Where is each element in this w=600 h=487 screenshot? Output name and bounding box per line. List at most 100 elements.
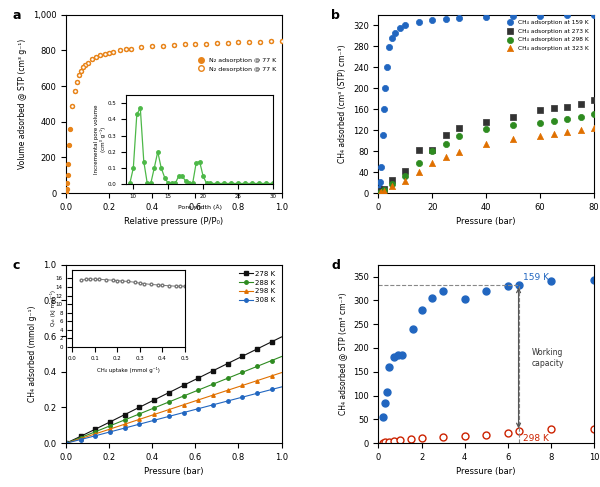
298 K [263, 375, 271, 380]
298 K [273, 371, 280, 377]
308 K [146, 419, 153, 425]
CH₄ adsorption at 298 K [508, 121, 518, 129]
CH₄ adsorption at 298 K [428, 147, 437, 155]
298 K [101, 428, 109, 433]
Line: 288 K: 288 K [64, 355, 283, 445]
298 K [116, 423, 124, 429]
298 K [160, 408, 167, 414]
CH₄ adsorption at 323 K [376, 188, 386, 196]
Legend: CH₄ adsorption at 159 K, CH₄ adsorption at 273 K, CH₄ adsorption at 298 K, CH₄ a: CH₄ adsorption at 159 K, CH₄ adsorption … [502, 18, 591, 53]
298 K [268, 373, 275, 379]
288 K [121, 417, 128, 423]
CH₄ adsorption at 298 K [387, 180, 397, 187]
308 K [234, 395, 241, 401]
288 K [278, 354, 285, 359]
298 K [131, 418, 138, 424]
308 K [97, 431, 104, 437]
CH₄ adsorption at 159 K [562, 11, 572, 19]
CH₄ adsorption at 159 K [376, 178, 385, 186]
308 K [121, 425, 128, 431]
CH₄ adsorption at 159 K [441, 15, 451, 23]
278 K [219, 363, 226, 369]
278 K [151, 397, 158, 403]
278 K [67, 438, 74, 444]
Y-axis label: CH₄ adsorbed (mmol g⁻¹): CH₄ adsorbed (mmol g⁻¹) [28, 306, 37, 402]
CH₄ adsorption at 159 K [380, 84, 390, 92]
308 K [131, 423, 138, 429]
CH₄ adsorption at 323 K [428, 159, 437, 167]
CH₄ adsorption at 159 K [455, 14, 464, 21]
308 K [77, 437, 84, 443]
278 K [214, 365, 221, 371]
298 K [87, 432, 94, 438]
CH₄ adsorption at 323 K [379, 187, 389, 194]
288 K [194, 387, 202, 393]
308 K [268, 387, 275, 393]
CH₄ adsorption at 298 K [562, 115, 572, 123]
298 K [136, 416, 143, 422]
308 K [263, 388, 271, 393]
CH₄ adsorption at 159 K [481, 13, 491, 20]
CH₄ adsorption at 273 K [414, 146, 424, 154]
Line: 308 K: 308 K [64, 385, 283, 445]
CH₄ adsorption at 323 K [535, 132, 545, 140]
Text: 159 K: 159 K [523, 273, 549, 282]
278 K [101, 421, 109, 427]
298 K [253, 378, 260, 384]
288 K [106, 423, 113, 429]
308 K [62, 440, 70, 446]
298 K [205, 394, 212, 400]
308 K [205, 403, 212, 409]
CH₄ adsorption at 159 K [375, 184, 385, 192]
Text: a: a [12, 9, 20, 22]
278 K [82, 431, 89, 437]
Legend: 278 K, 288 K, 298 K, 308 K: 278 K, 288 K, 298 K, 308 K [236, 268, 278, 306]
Y-axis label: CH₄ adsorbed (cm³ (STP) cm⁻³): CH₄ adsorbed (cm³ (STP) cm⁻³) [338, 45, 347, 163]
298 K [67, 439, 74, 445]
CH₄ adsorption at 273 K [576, 100, 586, 108]
288 K [248, 365, 256, 371]
278 K [209, 368, 217, 374]
308 K [224, 398, 231, 404]
288 K [92, 429, 99, 435]
Y-axis label: CH₄ adsorbed @ STP (cm³ cm⁻³): CH₄ adsorbed @ STP (cm³ cm⁻³) [338, 293, 347, 415]
CH₄ adsorption at 323 K [441, 153, 451, 161]
278 K [97, 424, 104, 430]
CH₄ adsorption at 159 K [508, 12, 518, 20]
CH₄ adsorption at 159 K [414, 18, 424, 26]
298 K [77, 436, 84, 442]
Text: c: c [12, 259, 19, 272]
298 K [200, 395, 207, 401]
298 K [155, 410, 163, 416]
298 K [141, 415, 148, 421]
308 K [239, 394, 246, 400]
308 K [278, 384, 285, 390]
CH₄ adsorption at 159 K [401, 21, 410, 29]
298 K [209, 392, 217, 398]
278 K [87, 429, 94, 434]
288 K [180, 393, 187, 399]
298 K [259, 376, 266, 382]
CH₄ adsorption at 159 K [387, 35, 397, 42]
288 K [234, 372, 241, 377]
308 K [82, 435, 89, 441]
CH₄ adsorption at 273 K [387, 176, 397, 184]
CH₄ adsorption at 323 K [401, 177, 410, 185]
288 K [67, 438, 74, 444]
288 K [112, 421, 119, 427]
278 K [136, 404, 143, 410]
288 K [160, 401, 167, 407]
278 K [268, 339, 275, 345]
308 K [72, 438, 79, 444]
298 K [224, 387, 231, 393]
278 K [239, 354, 246, 359]
288 K [151, 405, 158, 411]
288 K [82, 433, 89, 439]
CH₄ adsorption at 273 K [428, 146, 437, 153]
278 K [259, 344, 266, 350]
Text: b: b [331, 9, 340, 22]
X-axis label: Pressure (bar): Pressure (bar) [457, 218, 516, 226]
CH₄ adsorption at 273 K [379, 185, 389, 193]
298 K [170, 405, 178, 411]
298 K [121, 421, 128, 427]
